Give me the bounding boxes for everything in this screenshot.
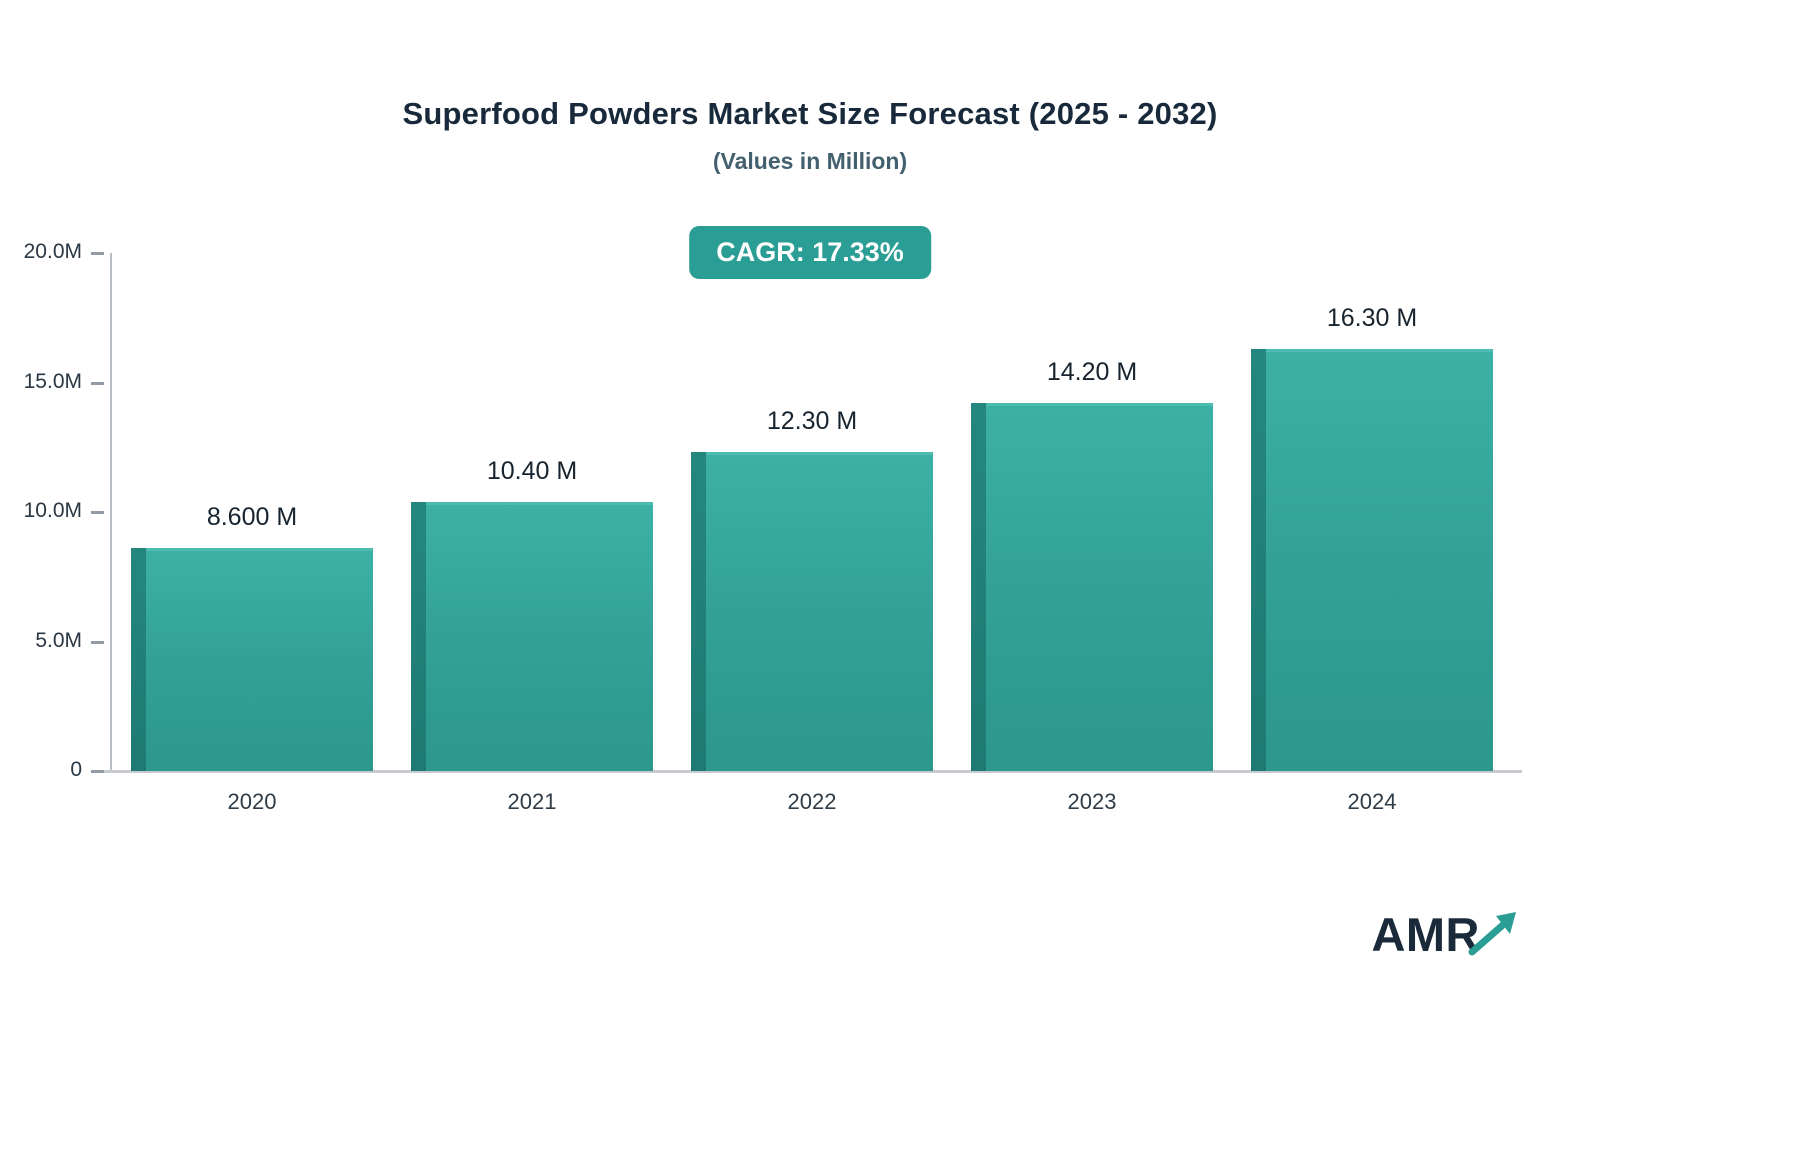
y-axis-label-15.0M: 15.0M (23, 370, 82, 393)
bar-value-label-2022: 12.30 M (766, 407, 858, 435)
y-axis-label-5.0M: 5.0M (35, 629, 82, 652)
bar-value-label-2023: 14.20 M (1046, 358, 1138, 386)
amr-logo-text: AMR (1371, 908, 1480, 961)
y-tick-mark (91, 252, 104, 255)
x-axis-label-2022: 2022 (787, 789, 837, 814)
x-axis-label-2020: 2020 (227, 789, 277, 814)
amr-logo: AMR (1371, 910, 1518, 958)
y-axis-label-0: 0 (70, 758, 82, 781)
x-axis-label-2021: 2021 (507, 789, 557, 814)
y-tick-mark (91, 770, 104, 773)
chart-subtitle: (Values in Million) (712, 148, 908, 174)
bar-value-label-2020: 8.600 M (206, 503, 298, 531)
bar-2022 (691, 452, 933, 771)
x-axis-line (98, 770, 1522, 773)
bar-2023 (971, 403, 1213, 771)
bar-2021 (411, 502, 653, 771)
y-tick-mark (91, 382, 104, 385)
bar-2020 (131, 548, 373, 771)
x-axis-label-2024: 2024 (1347, 789, 1397, 814)
x-axis-label-2023: 2023 (1067, 789, 1117, 814)
chart-title: Superfood Powders Market Size Forecast (… (402, 96, 1218, 131)
y-axis-label-20.0M: 20.0M (23, 240, 82, 263)
y-axis-label-10.0M: 10.0M (23, 499, 82, 522)
y-tick-mark (91, 511, 104, 514)
bar-value-label-2024: 16.30 M (1326, 304, 1418, 332)
cagr-badge: CAGR: 17.33% (689, 226, 931, 279)
bar-value-label-2021: 10.40 M (486, 457, 578, 485)
y-tick-mark (91, 641, 104, 644)
bar-2024 (1251, 349, 1493, 771)
amr-logo-arrow-icon (1468, 912, 1516, 956)
plot-area: 8.600 M 2020 10.40 M 2021 12.30 M 2022 14.20 M… (24, 240, 1522, 814)
